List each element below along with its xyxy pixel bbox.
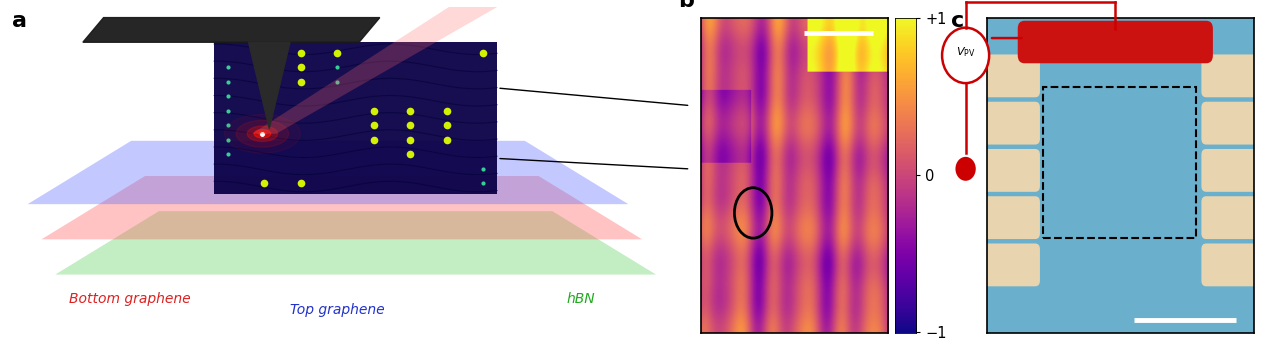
Text: c: c [950,11,964,31]
Polygon shape [28,141,628,204]
Polygon shape [252,7,497,134]
Circle shape [255,130,271,138]
Circle shape [258,132,266,136]
Text: Bottom graphene: Bottom graphene [70,292,190,306]
FancyBboxPatch shape [972,102,1040,145]
Circle shape [955,157,976,181]
FancyBboxPatch shape [972,149,1040,192]
FancyBboxPatch shape [1201,196,1267,239]
FancyBboxPatch shape [1201,244,1267,286]
Polygon shape [82,18,380,42]
Text: $V_\mathrm{PV}$: $V_\mathrm{PV}$ [955,45,976,59]
Circle shape [236,120,289,147]
Text: $V_\mathrm{PV}$  (norm.): $V_\mathrm{PV}$ (norm.) [1012,135,1029,215]
Circle shape [943,28,990,83]
Polygon shape [42,176,642,239]
FancyBboxPatch shape [972,55,1040,97]
Polygon shape [248,42,290,128]
Text: b: b [678,0,694,11]
Text: Top graphene: Top graphene [290,303,385,317]
FancyBboxPatch shape [1201,102,1267,145]
Text: hBN: hBN [566,292,594,306]
FancyBboxPatch shape [1201,55,1267,97]
Bar [1043,87,1196,238]
FancyBboxPatch shape [1017,21,1213,63]
Text: a: a [13,11,28,31]
Circle shape [224,114,300,153]
FancyBboxPatch shape [1201,149,1267,192]
Polygon shape [56,211,656,275]
Polygon shape [214,42,497,194]
FancyBboxPatch shape [972,196,1040,239]
FancyBboxPatch shape [972,244,1040,286]
Circle shape [247,126,277,142]
